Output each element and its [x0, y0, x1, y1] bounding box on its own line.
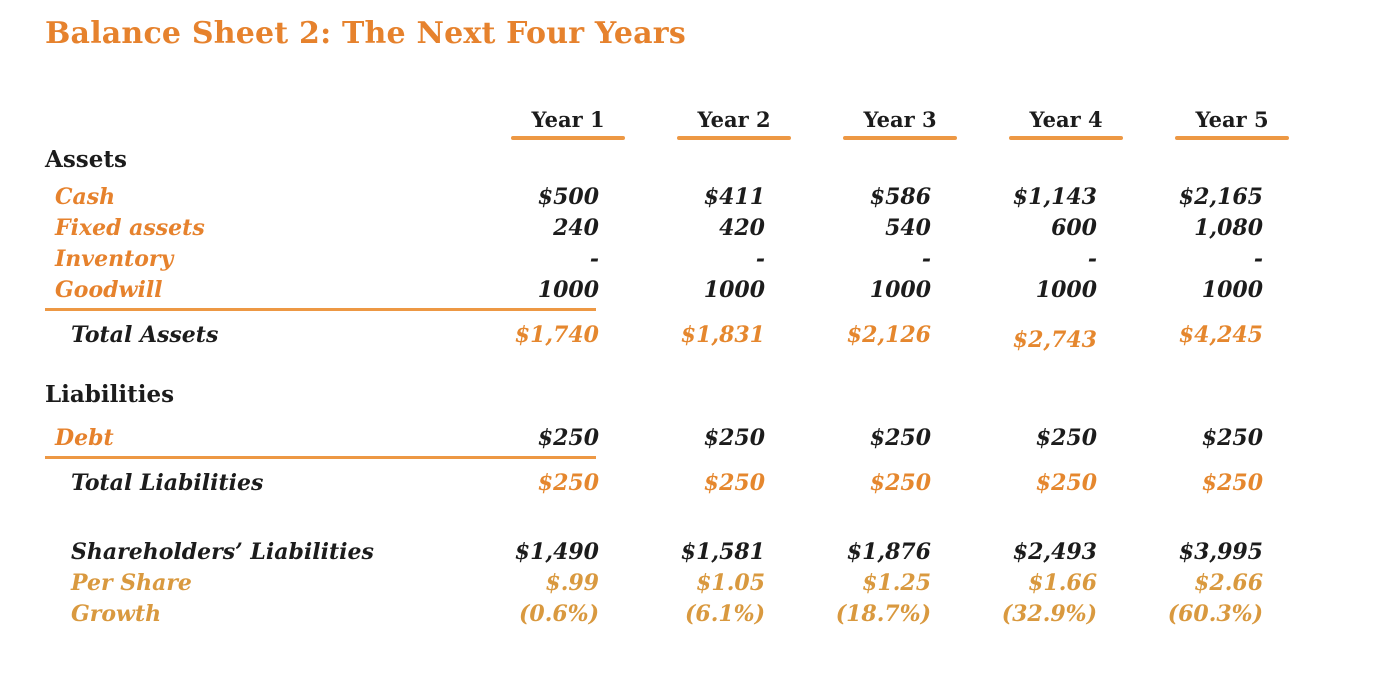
cell-value: (18.7%) [835, 601, 931, 627]
table-row-shareholders-liabilities: Shareholders’ Liabilities $1,490 $1,581 … [45, 537, 1375, 568]
cell-value: 420 [719, 215, 765, 241]
cell-value: $1,143 [1012, 184, 1097, 210]
table-row-growth: Growth (0.6%) (6.1%) (18.7%) (32.9%) (60… [45, 599, 1375, 630]
year-header-label: Year 1 [531, 107, 605, 132]
assets-total-rule [45, 308, 596, 311]
cell-value: $.99 [545, 570, 599, 596]
table-row-per-share: Per Share $.99 $1.05 $1.25 $1.66 $2.66 [45, 568, 1375, 599]
year-header-underline [511, 136, 625, 140]
table-row-goodwill: Goodwill 1000 1000 1000 1000 1000 [45, 275, 1375, 306]
year-header-4: Year 4 [983, 107, 1149, 140]
cell-value: $1,490 [514, 539, 599, 565]
balance-sheet-table: Year 1 Year 2 Year 3 Year 4 Year 5 Asset… [45, 107, 1375, 630]
cell-value: $250 [537, 470, 599, 496]
table-row-inventory: Inventory - - - - - [45, 244, 1375, 275]
cell-value: - [1253, 246, 1263, 272]
equity-section: Shareholders’ Liabilities $1,490 $1,581 … [45, 537, 1375, 630]
year-header-label: Year 2 [697, 107, 771, 132]
row-label: Per Share [71, 570, 192, 596]
year-header-5: Year 5 [1149, 107, 1315, 140]
year-header-label: Year 4 [1029, 107, 1103, 132]
cell-value: - [755, 246, 765, 272]
cell-value: 1000 [703, 277, 765, 303]
row-label: Total Liabilities [71, 470, 264, 496]
year-header-underline [677, 136, 791, 140]
assets-section-header: Assets [45, 146, 127, 173]
cell-value: $2,743 [1012, 327, 1097, 353]
cell-value: 1,080 [1194, 215, 1263, 241]
balance-sheet-slide: Balance Sheet 2: The Next Four Years Yea… [45, 16, 1375, 630]
page-title: Balance Sheet 2: The Next Four Years [45, 16, 686, 51]
row-label: Inventory [55, 246, 174, 272]
cell-value: $500 [537, 184, 599, 210]
cell-value: $250 [537, 425, 599, 451]
year-header-underline [843, 136, 957, 140]
cell-value: 540 [885, 215, 931, 241]
table-row-total-liabilities: Total Liabilities $250 $250 $250 $250 $2… [45, 468, 1375, 499]
row-label: Cash [55, 184, 116, 210]
cell-value: $250 [703, 425, 765, 451]
cell-value: $3,995 [1178, 539, 1263, 565]
cell-value: 600 [1051, 215, 1097, 241]
row-label: Fixed assets [55, 215, 205, 241]
year-header-3: Year 3 [817, 107, 983, 140]
row-label: Growth [71, 601, 162, 627]
liabilities-section-header: Liabilities [45, 381, 175, 408]
cell-value: $2.66 [1194, 570, 1263, 596]
cell-value: $250 [869, 425, 931, 451]
cell-value: $250 [1035, 425, 1097, 451]
year-header-label: Year 5 [1195, 107, 1269, 132]
cell-value: 1000 [1035, 277, 1097, 303]
cell-value: $250 [1201, 470, 1263, 496]
cell-value: (32.9%) [1001, 601, 1097, 627]
cell-value: $1,831 [680, 322, 765, 348]
table-row-cash: Cash $500 $411 $586 $1,143 $2,165 [45, 182, 1375, 213]
row-label: Total Assets [71, 322, 219, 348]
cell-value: $1,581 [680, 539, 765, 565]
cell-value: $586 [869, 184, 931, 210]
cell-value: $411 [703, 184, 765, 210]
cell-value: (60.3%) [1167, 601, 1263, 627]
cell-value: $250 [1035, 470, 1097, 496]
cell-value: - [1087, 246, 1097, 272]
year-header-underline [1175, 136, 1289, 140]
cell-value: (6.1%) [685, 601, 765, 627]
cell-value: $250 [869, 470, 931, 496]
cell-value: (0.6%) [519, 601, 599, 627]
cell-value: $250 [1201, 425, 1263, 451]
cell-value: $4,245 [1178, 322, 1263, 348]
year-header-label: Year 3 [863, 107, 937, 132]
cell-value: $1.05 [696, 570, 765, 596]
cell-value: 1000 [537, 277, 599, 303]
cell-value: 1000 [1201, 277, 1263, 303]
cell-value: $250 [703, 470, 765, 496]
cell-value: $1,740 [514, 322, 599, 348]
assets-rows: Cash $500 $411 $586 $1,143 $2,165 Fixed … [45, 182, 1375, 306]
row-label: Goodwill [55, 277, 163, 303]
table-row-debt: Debt $250 $250 $250 $250 $250 [45, 423, 1375, 454]
row-label: Debt [55, 425, 114, 451]
cell-value: $1.66 [1028, 570, 1097, 596]
year-header-1: Year 1 [485, 107, 651, 140]
year-header-underline [1009, 136, 1123, 140]
year-header-2: Year 2 [651, 107, 817, 140]
cell-value: - [921, 246, 931, 272]
cell-value: - [589, 246, 599, 272]
row-label: Shareholders’ Liabilities [71, 539, 374, 565]
liabilities-total-rule [45, 456, 596, 459]
table-row-total-assets: Total Assets $1,740 $1,831 $2,126 $2,743… [45, 320, 1375, 353]
cell-value: $2,493 [1012, 539, 1097, 565]
cell-value: $2,165 [1178, 184, 1263, 210]
cell-value: 1000 [869, 277, 931, 303]
cell-value: $1.25 [862, 570, 931, 596]
cell-value: $1,876 [846, 539, 931, 565]
cell-value: $2,126 [846, 322, 931, 348]
year-header-row: Year 1 Year 2 Year 3 Year 4 Year 5 [45, 107, 1375, 140]
table-row-fixed-assets: Fixed assets 240 420 540 600 1,080 [45, 213, 1375, 244]
cell-value: 240 [553, 215, 599, 241]
